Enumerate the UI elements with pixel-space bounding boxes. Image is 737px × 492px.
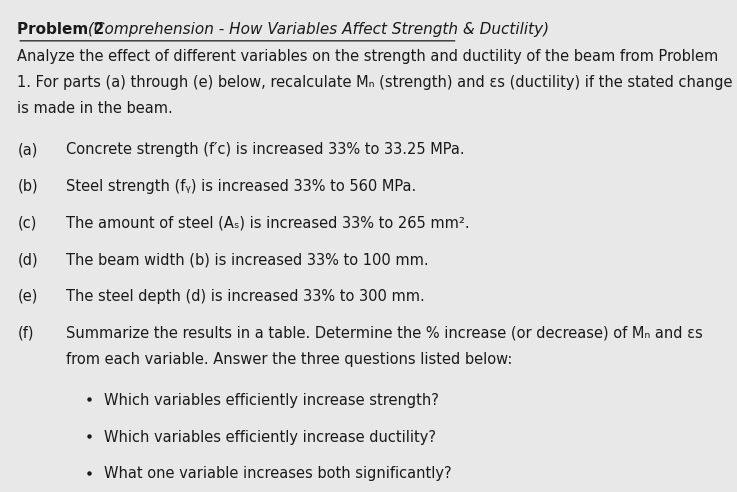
Text: Which variables efficiently increase ductility?: Which variables efficiently increase duc… bbox=[104, 430, 436, 445]
Text: (d): (d) bbox=[17, 252, 38, 267]
Text: Summarize the results in a table. Determine the % increase (or decrease) of Mₙ a: Summarize the results in a table. Determ… bbox=[66, 325, 703, 340]
Text: (f): (f) bbox=[17, 325, 34, 340]
Text: from each variable. Answer the three questions listed below:: from each variable. Answer the three que… bbox=[66, 352, 512, 367]
Text: (b): (b) bbox=[17, 179, 38, 194]
Text: (c): (c) bbox=[17, 215, 37, 230]
Text: (e): (e) bbox=[17, 289, 38, 304]
Text: The beam width (b) is increased 33% to 100 mm.: The beam width (b) is increased 33% to 1… bbox=[66, 252, 429, 267]
Text: 1. For parts (a) through (e) below, recalculate Mₙ (strength) and εs (ductility): 1. For parts (a) through (e) below, reca… bbox=[17, 75, 733, 90]
Text: Steel strength (fᵧ) is increased 33% to 560 MPa.: Steel strength (fᵧ) is increased 33% to … bbox=[66, 179, 416, 194]
Text: Which variables efficiently increase strength?: Which variables efficiently increase str… bbox=[104, 393, 439, 408]
Text: is made in the beam.: is made in the beam. bbox=[17, 101, 173, 116]
Text: (Comprehension - How Variables Affect Strength & Ductility): (Comprehension - How Variables Affect St… bbox=[83, 22, 550, 37]
Text: What one variable increases both significantly?: What one variable increases both signifi… bbox=[104, 466, 451, 481]
Text: Problem 2: Problem 2 bbox=[17, 22, 105, 37]
Text: The steel depth (d) is increased 33% to 300 mm.: The steel depth (d) is increased 33% to … bbox=[66, 289, 425, 304]
Text: Analyze the effect of different variables on the strength and ductility of the b: Analyze the effect of different variable… bbox=[17, 49, 719, 64]
Text: (a): (a) bbox=[17, 142, 38, 157]
Text: Concrete strength (f′ᴄ) is increased 33% to 33.25 MPa.: Concrete strength (f′ᴄ) is increased 33%… bbox=[66, 142, 465, 157]
Text: The amount of steel (Aₛ) is increased 33% to 265 mm².: The amount of steel (Aₛ) is increased 33… bbox=[66, 215, 469, 230]
